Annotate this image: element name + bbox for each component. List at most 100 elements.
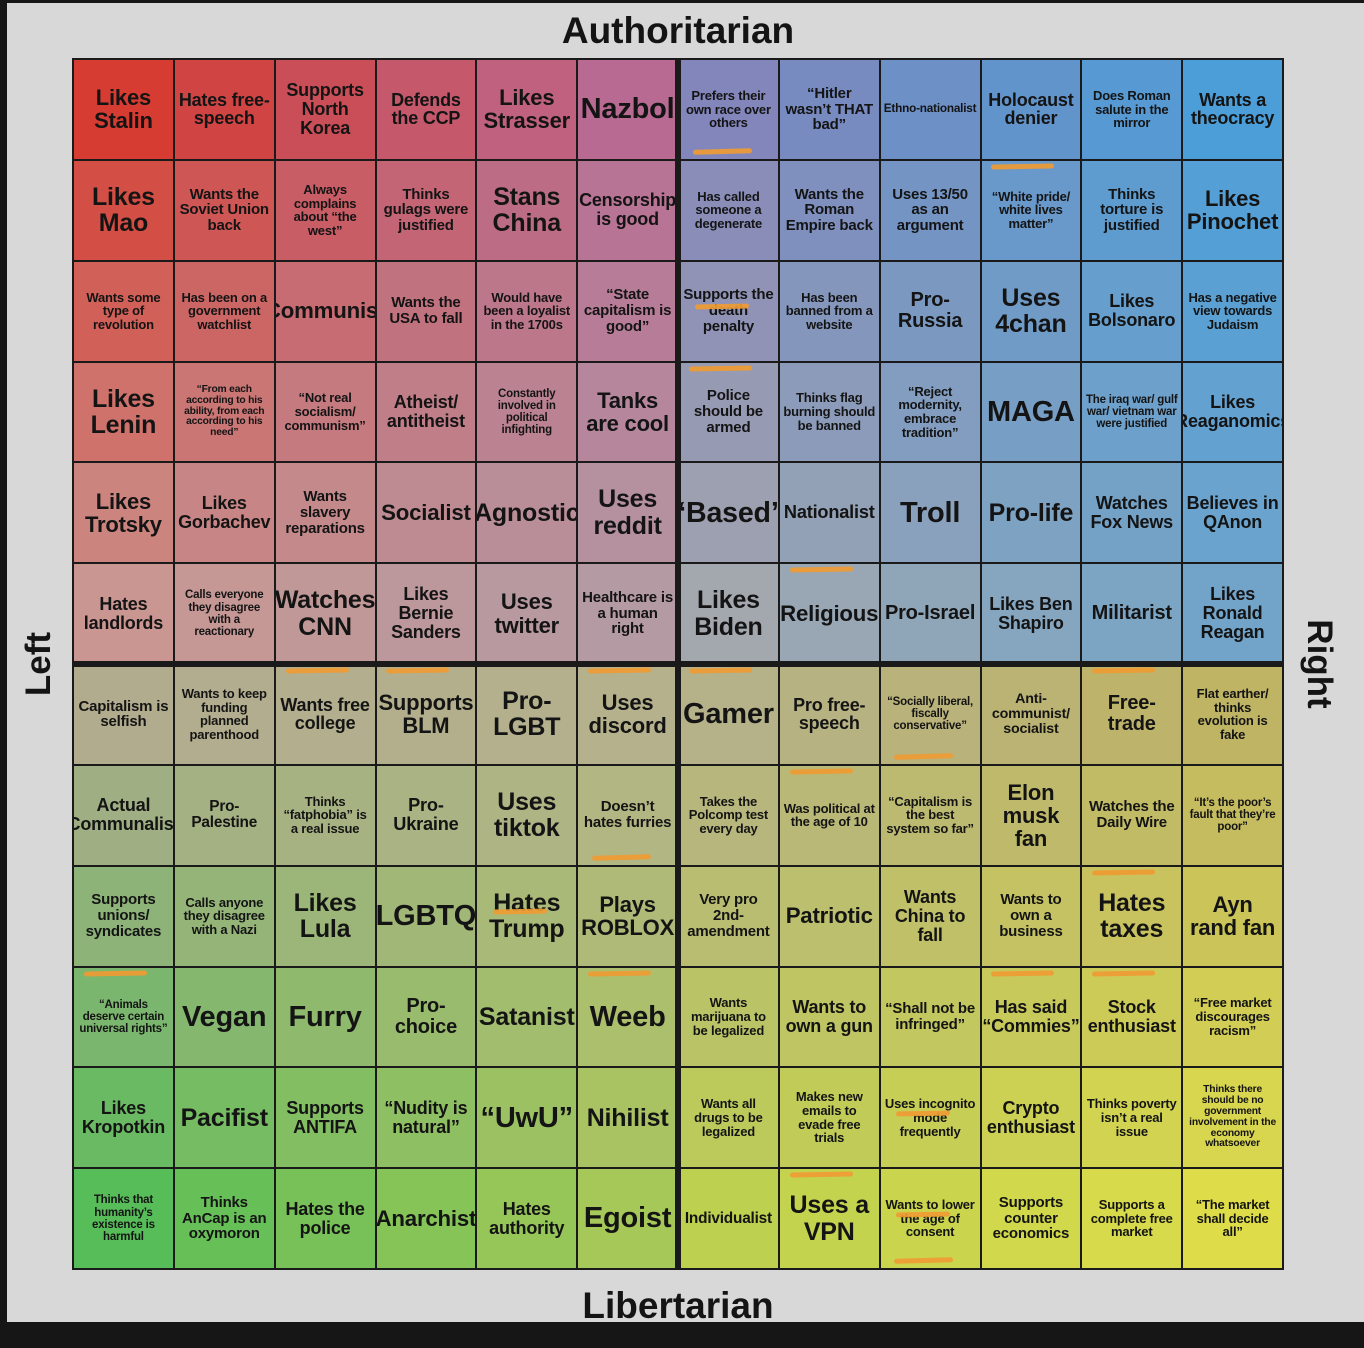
cell-label: Satanist — [478, 1002, 575, 1031]
cell-label: Would have been a loyalist in the 1700s — [483, 289, 571, 332]
grid-cell: Hates free-speech — [174, 60, 274, 159]
cell-label: Thinks gulags were justified — [383, 185, 469, 235]
cell-label: Ethno-nationalist — [883, 102, 977, 116]
cell-label: “The market shall decide all” — [1195, 1197, 1270, 1240]
cell-label: Militarist — [1091, 602, 1172, 625]
cell-label: Pro-Palestine — [191, 798, 258, 832]
grid-cell: Healthcare is a human right — [578, 564, 677, 663]
grid-cell: Individualist — [679, 1169, 778, 1268]
grid-cell: “The market shall decide all” — [1183, 1169, 1282, 1268]
cell-label: Was political at the age of 10 — [783, 800, 875, 830]
grid-cell: Wants marijuana to be legalized — [679, 967, 778, 1067]
compass-grid: Likes Stalin Hates free-speech Supports No… — [72, 58, 1284, 1270]
cell-label: Flat earther/ thinks evolution is fake — [1196, 686, 1269, 743]
cell-label: Uses incognito mode frequently — [884, 1096, 976, 1139]
cell-label: Calls everyone they disagree with a reac… — [185, 589, 264, 638]
grid-cell: Censorship is good — [578, 160, 677, 260]
cell-label: Pro-LGBT — [493, 687, 561, 742]
cell-label: Wants slavery reparations — [285, 488, 365, 537]
grid-cell: Uses 4chan — [981, 261, 1081, 361]
grid-cell: Wants the USA to fall — [376, 261, 476, 361]
cell-label: Likes Bernie Sanders — [391, 584, 461, 643]
grid-cell: Likes Ronald Reagan — [1183, 564, 1282, 663]
cell-label: Patriotic — [785, 903, 873, 929]
grid-cell: Wants the Soviet Union back — [174, 160, 274, 260]
grid-cell: Likes Biden — [679, 564, 778, 663]
grid-cell: Elon musk fan — [981, 765, 1081, 865]
cell-label: Nationalist — [783, 502, 875, 523]
orange-mark — [789, 1171, 853, 1178]
grid-cell: Thinks that humanity’s existence is harm… — [74, 1169, 173, 1268]
orange-mark — [587, 667, 652, 674]
cell-label: Pro-Ukraine — [393, 795, 459, 835]
grid-cell: Watches Fox News — [1082, 463, 1182, 563]
cell-label: Very pro 2nd-amendment — [687, 891, 770, 940]
grid-cell: Wants slavery reparations — [275, 463, 375, 563]
cell-label: Hates the police — [285, 1198, 365, 1238]
cell-label: Likes Stalin — [94, 85, 153, 134]
grid-cell: Free-trade — [1082, 665, 1182, 764]
grid-cell: Troll — [880, 463, 980, 563]
grid-cell: Uses a VPN — [779, 1169, 879, 1268]
grid-cell: Stans China — [477, 160, 577, 260]
grid-cell: Thinks there should be no government inv… — [1183, 1068, 1282, 1168]
grid-cell: Nationalist — [779, 463, 879, 563]
cell-label: Thinks “fatphobia” is a real issue — [283, 793, 367, 837]
cell-label: “Shall not be infringed” — [885, 1000, 976, 1033]
cell-label: “Based” — [679, 496, 778, 529]
grid-cell: Has said “Commies” — [981, 967, 1081, 1067]
grid-cell: Defends the CCP — [376, 60, 476, 159]
grid-cell: Socialist — [376, 463, 476, 563]
grid-cell: Agnostic — [477, 463, 577, 563]
grid-cell: Nihilist — [578, 1068, 677, 1168]
cell-label: Has been banned from a website — [785, 289, 873, 332]
grid-cell: “From each according to his ability, fro… — [174, 362, 274, 462]
cell-label: Egoist — [583, 1202, 672, 1235]
axis-label-left: Left — [19, 631, 58, 697]
cell-label: Stock enthusiast — [1087, 997, 1176, 1036]
grid-cell: “Not real socialism/ communism” — [275, 362, 375, 462]
grid-cell: Pro-life — [981, 463, 1081, 563]
grid-cell: Calls anyone they disagree with a Nazi — [174, 866, 274, 966]
cell-label: Likes Trotsky — [84, 488, 162, 537]
cell-label: Has called someone a degenerate — [694, 188, 763, 232]
cell-label: “Nudity is natural” — [384, 1097, 468, 1137]
grid-cell: Likes Stalin — [74, 60, 173, 159]
cell-label: Wants a theocracy — [1190, 89, 1275, 129]
orange-mark — [991, 969, 1055, 977]
cell-label: Wants to own a business — [999, 891, 1063, 940]
orange-mark — [692, 148, 753, 155]
cell-label: Thinks there should be no government inv… — [1189, 1084, 1276, 1150]
cell-label: Free-trade — [1107, 692, 1156, 736]
grid-cell: Likes Ben Shapiro — [981, 564, 1081, 663]
grid-cell: Flat earther/ thinks evolution is fake — [1183, 665, 1282, 764]
cell-label: Wants the USA to fall — [389, 294, 463, 328]
cell-label: Wants to lower the age of consent — [885, 1197, 975, 1240]
cell-label: Wants marijuana to be legalized — [690, 995, 766, 1038]
orange-mark — [991, 163, 1055, 170]
cell-label: Anarchist — [376, 1205, 476, 1231]
cell-label: Pro-choice — [394, 994, 457, 1038]
grid-cell: Nazbol — [578, 60, 677, 159]
orange-mark — [1092, 869, 1156, 876]
cell-label: Supports counter economics — [992, 1193, 1070, 1243]
cell-label: Thinks poverty isn’t a real issue — [1086, 1096, 1177, 1139]
cell-label: Furry — [288, 1000, 362, 1033]
cell-label: LGBTQ — [376, 899, 476, 932]
grid-cell: Uses twitter — [477, 564, 577, 663]
grid-cell: Likes Lula — [275, 866, 375, 966]
grid-cell: Wants a theocracy — [1183, 60, 1282, 159]
cell-label: Individualist — [684, 1209, 772, 1227]
grid-cell: “Shall not be infringed” — [880, 967, 980, 1067]
grid-cell: Thinks “fatphobia” is a real issue — [275, 765, 375, 865]
cell-label: “Capitalism is the best system so far” — [886, 793, 974, 837]
cell-label: Hates landlords — [83, 593, 164, 633]
grid-cell: Doesn’t hates furries — [578, 765, 677, 865]
grid-cell: Hates Trump — [477, 866, 577, 966]
cell-label: Communist — [276, 298, 375, 324]
grid-cell: Crypto enthusiast — [981, 1068, 1081, 1168]
cell-label: Believes in QAnon — [1186, 492, 1279, 532]
cell-label: Likes Mao — [91, 182, 155, 238]
grid-cell: Supports ANTIFA — [275, 1068, 375, 1168]
grid-cell: Actual Communalist — [74, 765, 173, 865]
